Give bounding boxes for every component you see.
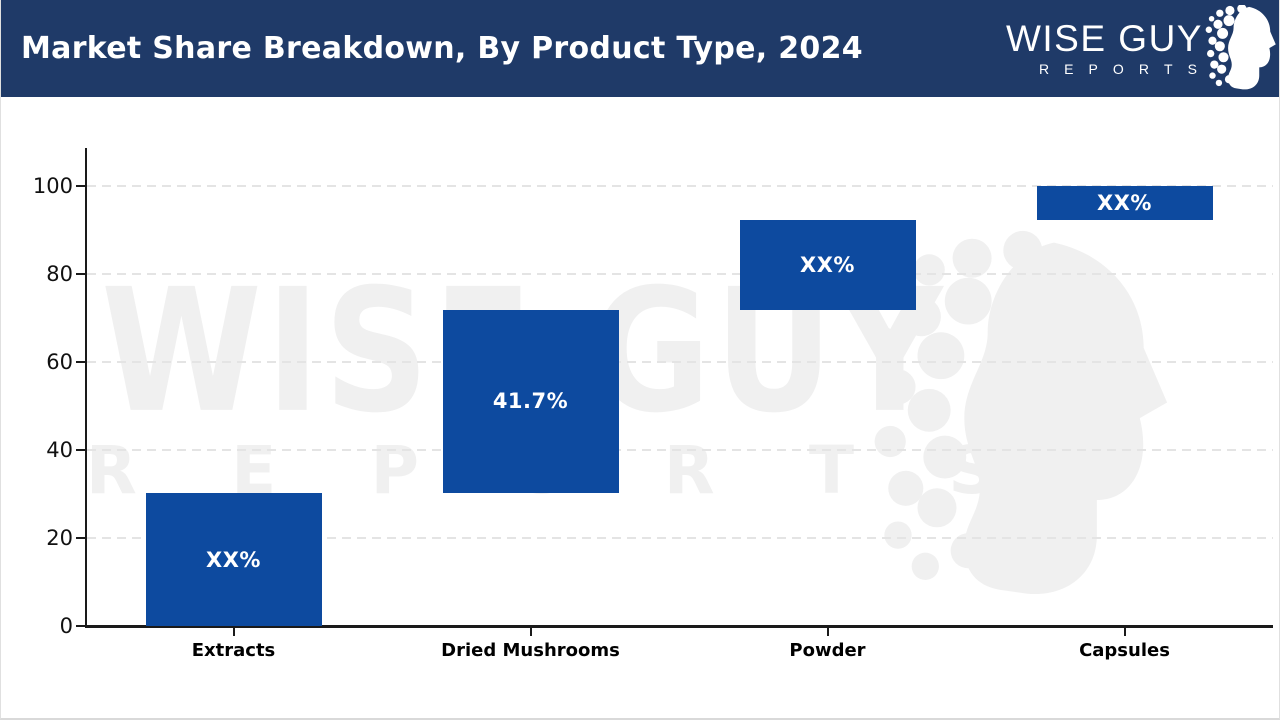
- y-tick-label: 60: [46, 350, 73, 374]
- y-tick-label: 0: [59, 614, 73, 638]
- x-axis-line: [85, 625, 1273, 628]
- letter: T: [1163, 61, 1173, 77]
- bar-value-label: 41.7%: [492, 389, 569, 414]
- letter: R: [1039, 61, 1050, 77]
- logo-wordmark: WISE GUY: [1005, 18, 1203, 59]
- bar-value-label: XX%: [206, 547, 261, 572]
- category-label: Dried Mushrooms: [441, 640, 620, 661]
- letter: P: [1088, 61, 1098, 77]
- bar-segment: XX%: [145, 493, 322, 626]
- x-tick: [826, 628, 829, 636]
- letter: R: [86, 432, 137, 509]
- head-profile-dots-icon: [1205, 5, 1276, 90]
- bar-value-label: XX%: [1097, 190, 1152, 215]
- y-tick: [76, 537, 85, 539]
- y-tick-label: 80: [46, 262, 73, 286]
- letter: R: [1138, 61, 1149, 77]
- x-tick: [1123, 628, 1126, 636]
- x-tick: [529, 628, 532, 636]
- letter: S: [1187, 61, 1197, 77]
- y-axis-line: [85, 148, 87, 628]
- letter: R: [663, 432, 715, 509]
- letter: T: [809, 432, 855, 509]
- watermark-head-icon: [868, 230, 1168, 595]
- category-label: Extracts: [191, 640, 276, 661]
- chart-title: Market Share Breakdown, By Product Type,…: [21, 31, 863, 66]
- letter: P: [370, 432, 420, 509]
- y-tick: [76, 361, 85, 363]
- gridline: [87, 449, 1273, 451]
- category-label: Capsules: [1079, 640, 1170, 661]
- y-tick: [76, 625, 85, 627]
- gridline: [87, 361, 1273, 363]
- bar-segment: XX%: [1036, 186, 1213, 220]
- y-tick: [76, 449, 85, 451]
- gridline: [87, 537, 1273, 539]
- category-label: Powder: [789, 640, 866, 661]
- letter: O: [1112, 61, 1124, 77]
- x-tick: [232, 628, 235, 636]
- bar-value-label: XX%: [800, 252, 855, 277]
- bar-segment: XX%: [739, 219, 916, 310]
- y-tick-label: 100: [32, 174, 73, 198]
- bar-segment: 41.7%: [442, 309, 619, 494]
- y-tick-label: 40: [46, 438, 73, 462]
- gridline: [87, 185, 1273, 187]
- header-bar: Market Share Breakdown, By Product Type,…: [1, 0, 1279, 97]
- y-tick-label: 20: [46, 526, 73, 550]
- gridline: [87, 273, 1273, 275]
- y-tick: [76, 185, 85, 187]
- y-tick: [76, 273, 85, 275]
- letter: E: [1064, 61, 1074, 77]
